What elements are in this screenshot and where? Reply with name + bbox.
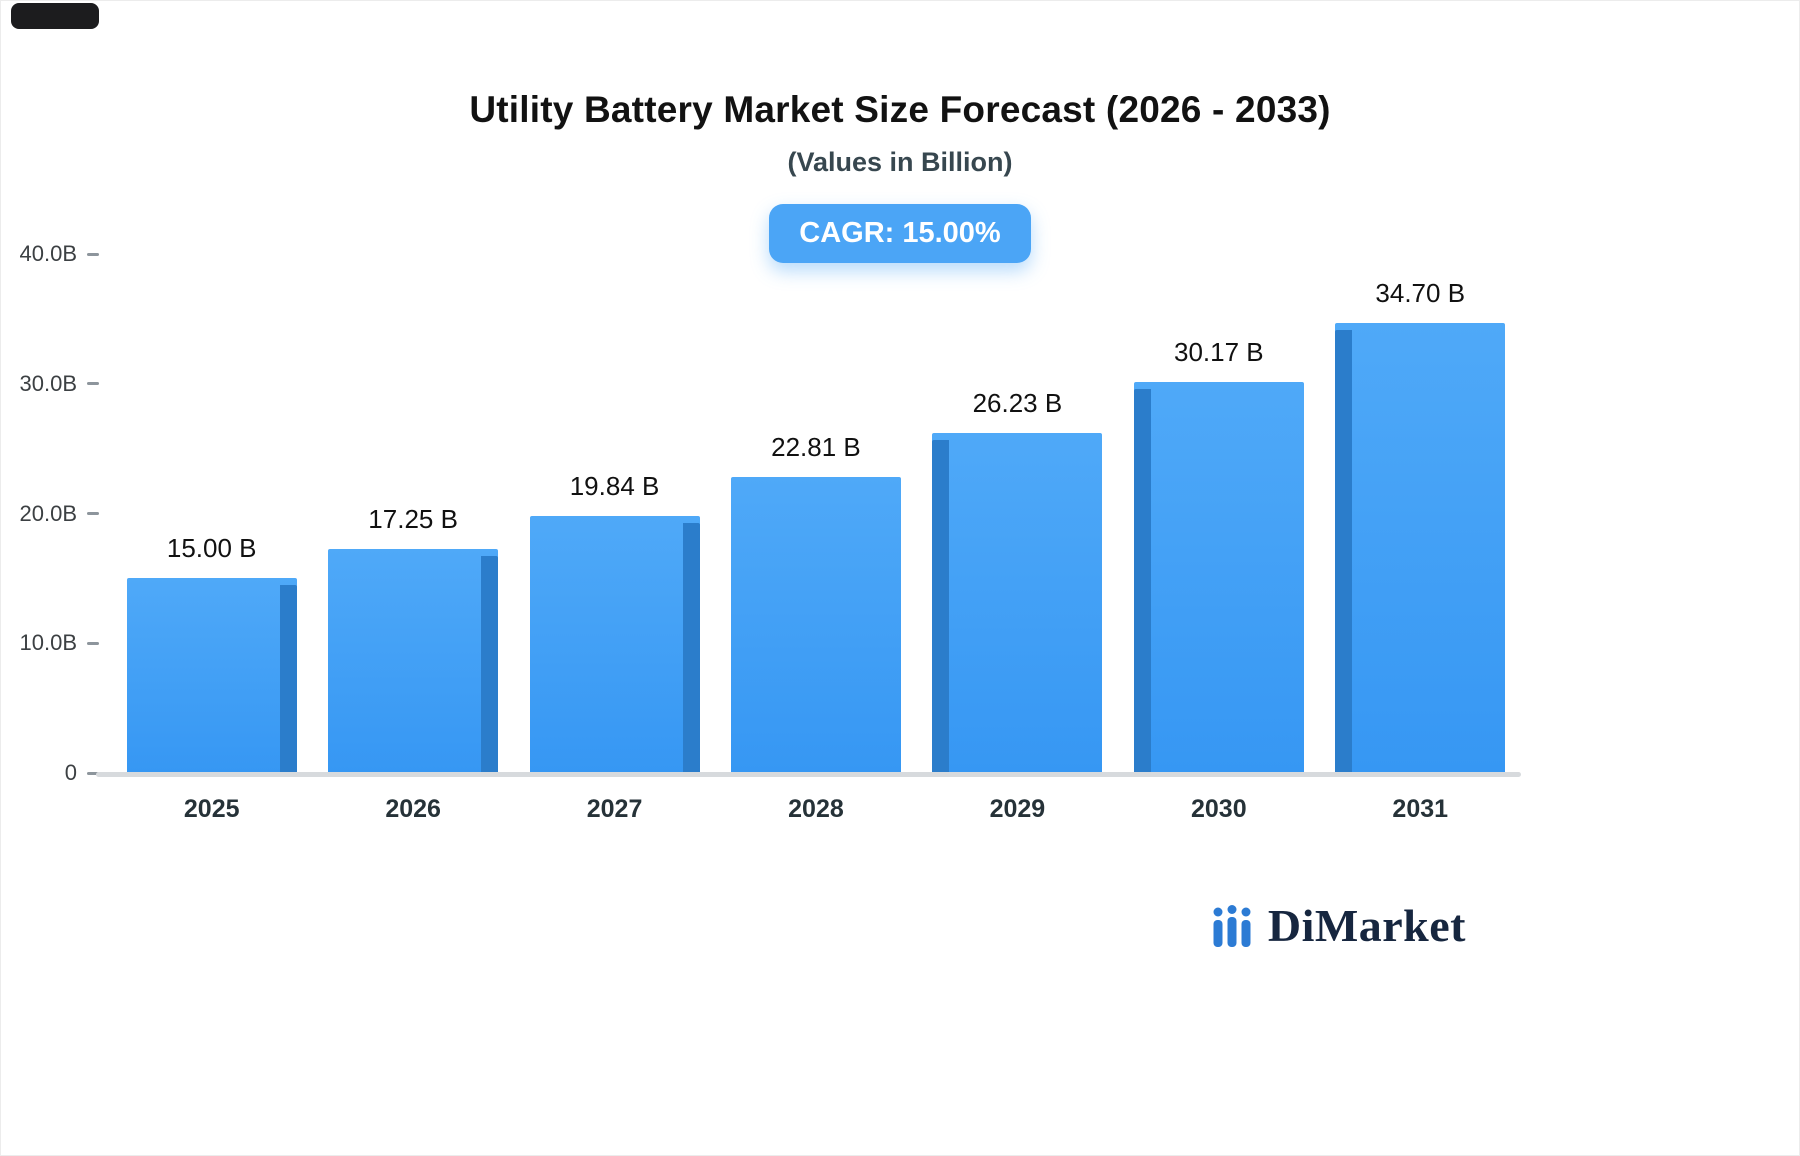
- brand-logo: DiMarket: [1209, 899, 1466, 952]
- y-tick-label: 20.0B: [19, 500, 78, 526]
- x-axis-label: 2027: [586, 795, 643, 823]
- bar: [1133, 381, 1304, 773]
- x-axis-label: 2030: [1191, 795, 1247, 823]
- corner-artifact: [11, 3, 99, 29]
- y-tick-label: 30.0B: [19, 370, 78, 396]
- bar-column: 15.00 B 2025: [126, 254, 297, 823]
- bar: [730, 477, 901, 773]
- bar-value-label: 30.17 B: [1173, 336, 1264, 367]
- plot-area: 40.0B 30.0B 20.0B 10.0B 0 15.00 B 2025 17.25 B…: [20, 241, 1521, 823]
- bar-value-label: 26.23 B: [972, 387, 1063, 418]
- bar-column: 26.23 B 2029: [932, 254, 1103, 823]
- x-axis-label: 2031: [1392, 795, 1449, 823]
- y-tick-mark: [87, 771, 99, 775]
- bar: [126, 578, 297, 773]
- bar: [328, 549, 499, 773]
- bar: [1335, 322, 1506, 773]
- chart-title: Utility Battery Market Size Forecast (20…: [469, 89, 1331, 130]
- y-tick: 40.0B: [19, 241, 99, 267]
- bar: [932, 432, 1103, 773]
- y-tick-label: 10.0B: [19, 630, 78, 656]
- bar-column: 30.17 B 2030: [1133, 254, 1304, 823]
- bar-column: 34.70 B 2031: [1335, 254, 1506, 823]
- bar-shade: [279, 585, 297, 773]
- y-tick-label: 40.0B: [19, 241, 78, 266]
- bar-column: 17.25 B 2026: [328, 254, 499, 823]
- bar-shade: [1133, 388, 1151, 773]
- bar-shade: [1335, 329, 1353, 773]
- bar-shade: [682, 522, 700, 773]
- bar-shade: [932, 439, 950, 773]
- bar-value-label: 15.00 B: [166, 533, 257, 564]
- y-tick-mark: [87, 512, 99, 515]
- y-tick: 10.0B: [19, 630, 99, 656]
- bar-value-label: 22.81 B: [771, 432, 861, 463]
- x-axis-label: 2029: [989, 795, 1046, 823]
- brand-name: DiMarket: [1267, 900, 1466, 951]
- bar-column: 22.81 B 2028: [730, 254, 901, 823]
- x-axis-label: 2025: [183, 795, 240, 823]
- x-axis-label: 2026: [385, 795, 441, 823]
- bar-value-label: 34.70 B: [1375, 277, 1466, 308]
- bars-container: 15.00 B 2025 17.25 B 2026 19.84 B 2027 22.81 B…: [111, 254, 1521, 823]
- chart-subtitle: (Values in Billion): [787, 147, 1013, 177]
- y-tick: 0: [65, 760, 99, 786]
- y-tick-mark: [87, 252, 99, 256]
- y-tick-mark: [87, 641, 99, 645]
- y-tick-mark: [87, 382, 99, 386]
- y-tick: 20.0B: [19, 500, 99, 527]
- y-tick-label: 0: [64, 760, 77, 785]
- dimarket-icon: [1213, 904, 1251, 947]
- x-axis-line: [96, 772, 1521, 777]
- bar: [529, 515, 700, 773]
- x-axis-label: 2028: [788, 795, 844, 823]
- bar-column: 19.84 B 2027: [529, 254, 700, 823]
- cagr-badge: CAGR: 15.00%: [769, 204, 1031, 263]
- bar-value-label: 19.84 B: [569, 470, 660, 501]
- bar-shade: [481, 556, 499, 773]
- y-tick: 30.0B: [19, 370, 99, 397]
- bar-value-label: 17.25 B: [368, 504, 458, 535]
